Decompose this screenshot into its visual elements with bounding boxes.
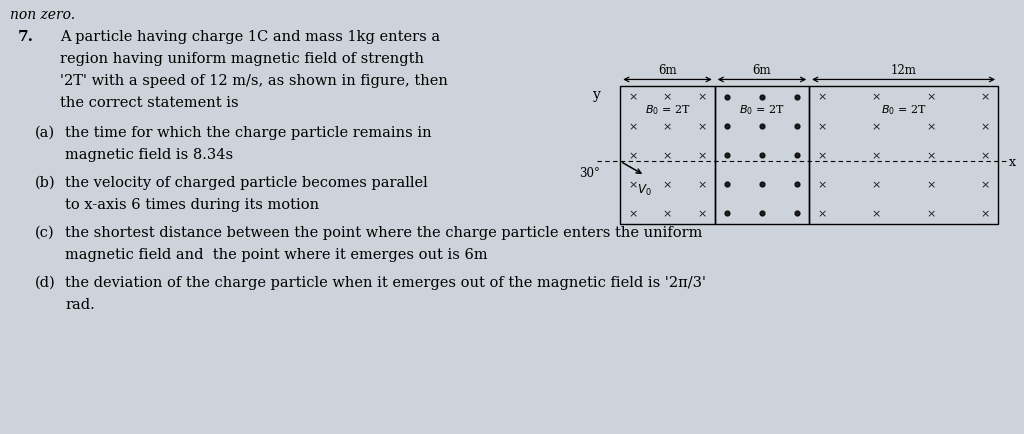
Text: ×: × [628,122,638,132]
Text: ×: × [871,92,881,102]
Text: magnetic field is 8.34s: magnetic field is 8.34s [65,148,233,161]
Bar [715,86,809,225]
Text: ×: × [628,92,638,102]
Text: ×: × [817,151,826,161]
Text: $B_0$ = 2T: $B_0$ = 2T [645,103,690,117]
Text: y: y [593,87,601,102]
Text: ×: × [817,92,826,102]
Text: ×: × [981,209,990,219]
Text: (c): (c) [35,226,54,240]
Bar [621,86,715,225]
Text: ×: × [628,209,638,219]
Text: non zero.: non zero. [10,8,75,22]
Text: 6m: 6m [658,63,677,76]
Text: 30°: 30° [579,167,600,180]
Text: ×: × [926,209,936,219]
Text: ×: × [697,92,707,102]
Text: magnetic field and  the point where it emerges out is 6m: magnetic field and the point where it em… [65,247,487,261]
Text: ×: × [981,92,990,102]
Text: ×: × [871,151,881,161]
Text: 12m: 12m [891,63,916,76]
Text: the time for which the charge particle remains in: the time for which the charge particle r… [65,126,432,140]
Text: ×: × [871,122,881,132]
Text: x: x [1009,155,1016,168]
Text: ×: × [871,209,881,219]
Text: ×: × [926,151,936,161]
Text: to x-axis 6 times during its motion: to x-axis 6 times during its motion [65,197,319,211]
Bar [809,86,998,225]
Text: ×: × [697,180,707,190]
Text: ×: × [663,151,672,161]
Text: 6m: 6m [753,63,771,76]
Text: ×: × [871,180,881,190]
Text: ×: × [663,209,672,219]
Text: $B_0$ = 2T: $B_0$ = 2T [881,103,927,117]
Text: the correct statement is: the correct statement is [60,96,239,110]
Text: ×: × [697,151,707,161]
Text: the deviation of the charge particle when it emerges out of the magnetic field i: the deviation of the charge particle whe… [65,275,706,289]
Text: $B_0$ = 2T: $B_0$ = 2T [739,103,784,117]
Text: the velocity of charged particle becomes parallel: the velocity of charged particle becomes… [65,176,428,190]
Text: ×: × [663,122,672,132]
Text: 7.: 7. [18,30,34,44]
Text: ×: × [663,92,672,102]
Text: the shortest distance between the point where the charge particle enters the uni: the shortest distance between the point … [65,226,702,240]
Text: (d): (d) [35,275,55,289]
Text: rad.: rad. [65,297,95,311]
Text: ×: × [817,122,826,132]
Text: ×: × [981,122,990,132]
Text: '2T' with a speed of 12 m/s, as shown in figure, then: '2T' with a speed of 12 m/s, as shown in… [60,74,447,88]
Text: ×: × [817,180,826,190]
Text: (b): (b) [35,176,55,190]
Text: ×: × [926,122,936,132]
Text: ×: × [663,180,672,190]
Text: region having uniform magnetic field of strength: region having uniform magnetic field of … [60,52,424,66]
Text: ×: × [926,92,936,102]
Text: A particle having charge 1C and mass 1kg enters a: A particle having charge 1C and mass 1kg… [60,30,440,44]
Text: $V_0$: $V_0$ [637,183,651,198]
Text: ×: × [817,209,826,219]
Text: ×: × [981,151,990,161]
Text: ×: × [981,180,990,190]
Text: ×: × [926,180,936,190]
Text: (a): (a) [35,126,55,140]
Text: ×: × [628,151,638,161]
Text: ×: × [697,209,707,219]
Text: ×: × [697,122,707,132]
Text: ×: × [628,180,638,190]
